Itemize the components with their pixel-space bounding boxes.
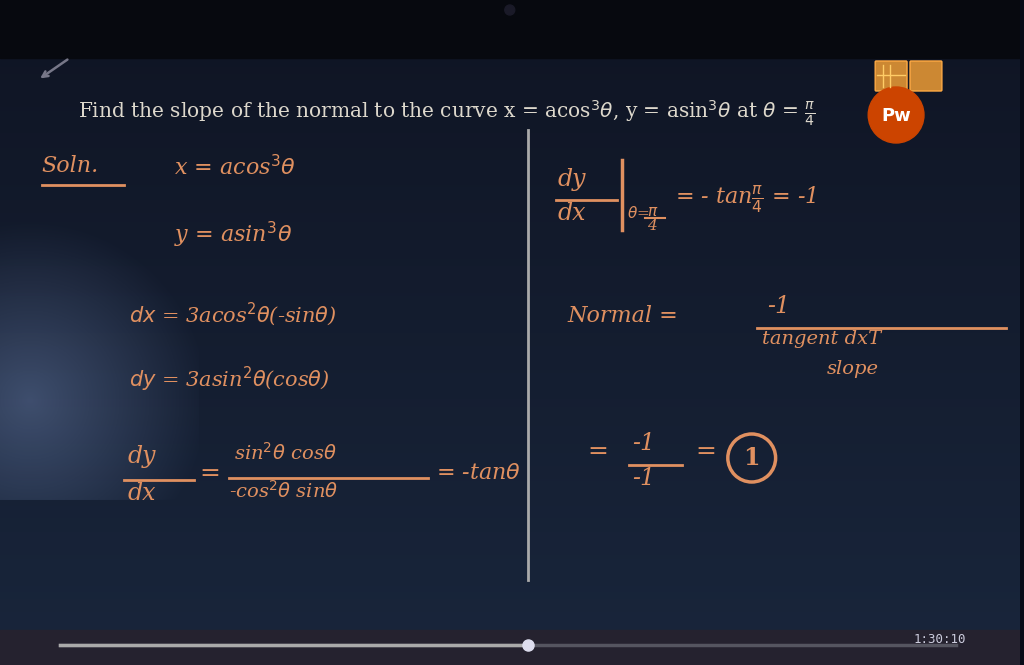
Text: -1: -1 [632,467,655,490]
Text: dy: dy [557,168,586,191]
Circle shape [505,5,515,15]
Text: dy: dy [127,445,156,468]
Text: = - tan$\frac{\pi}{4}$ = -1: = - tan$\frac{\pi}{4}$ = -1 [675,183,817,215]
Text: =: = [199,462,220,485]
Text: -1: -1 [632,432,655,455]
Bar [0,0,1020,58]
Text: sin$^2$$\theta$ cos$\theta$: sin$^2$$\theta$ cos$\theta$ [233,442,337,464]
Text: 1: 1 [743,446,760,470]
Text: -cos$^2$$\theta$ sin$\theta$: -cos$^2$$\theta$ sin$\theta$ [229,480,338,502]
Text: y = asin$^3$$\theta$: y = asin$^3$$\theta$ [174,220,293,250]
Text: = -tan$\theta$: = -tan$\theta$ [436,462,521,484]
Text: tangent dxT: tangent dxT [762,330,881,348]
Text: $dx$ = 3acos$^2$$\theta$(-sin$\theta$): $dx$ = 3acos$^2$$\theta$(-sin$\theta$) [129,300,337,328]
Text: Pw: Pw [882,107,911,125]
Text: dx: dx [557,202,586,225]
Text: $\theta$=: $\theta$= [628,205,650,221]
Circle shape [868,87,924,143]
Text: 1:30:10: 1:30:10 [913,633,966,646]
Text: =: = [695,440,716,463]
Text: Find the slope of the normal to the curve x = acos$^3$$\theta$, y = asin$^3$$\th: Find the slope of the normal to the curv… [78,98,815,128]
Text: dx: dx [127,482,156,505]
FancyBboxPatch shape [876,61,907,91]
Text: -1: -1 [767,295,790,318]
Text: slope: slope [826,360,879,378]
Text: 4: 4 [647,219,657,233]
Text: $\pi$: $\pi$ [647,205,658,219]
FancyBboxPatch shape [910,61,942,91]
Text: Normal =: Normal = [567,305,678,327]
Text: $dy$ = 3asin$^2$$\theta$(cos$\theta$): $dy$ = 3asin$^2$$\theta$(cos$\theta$) [129,365,331,394]
Bar [0,630,1020,665]
Text: Soln.: Soln. [42,155,99,177]
Text: x = acos$^3$$\theta$: x = acos$^3$$\theta$ [174,155,296,180]
Text: =: = [588,440,608,463]
